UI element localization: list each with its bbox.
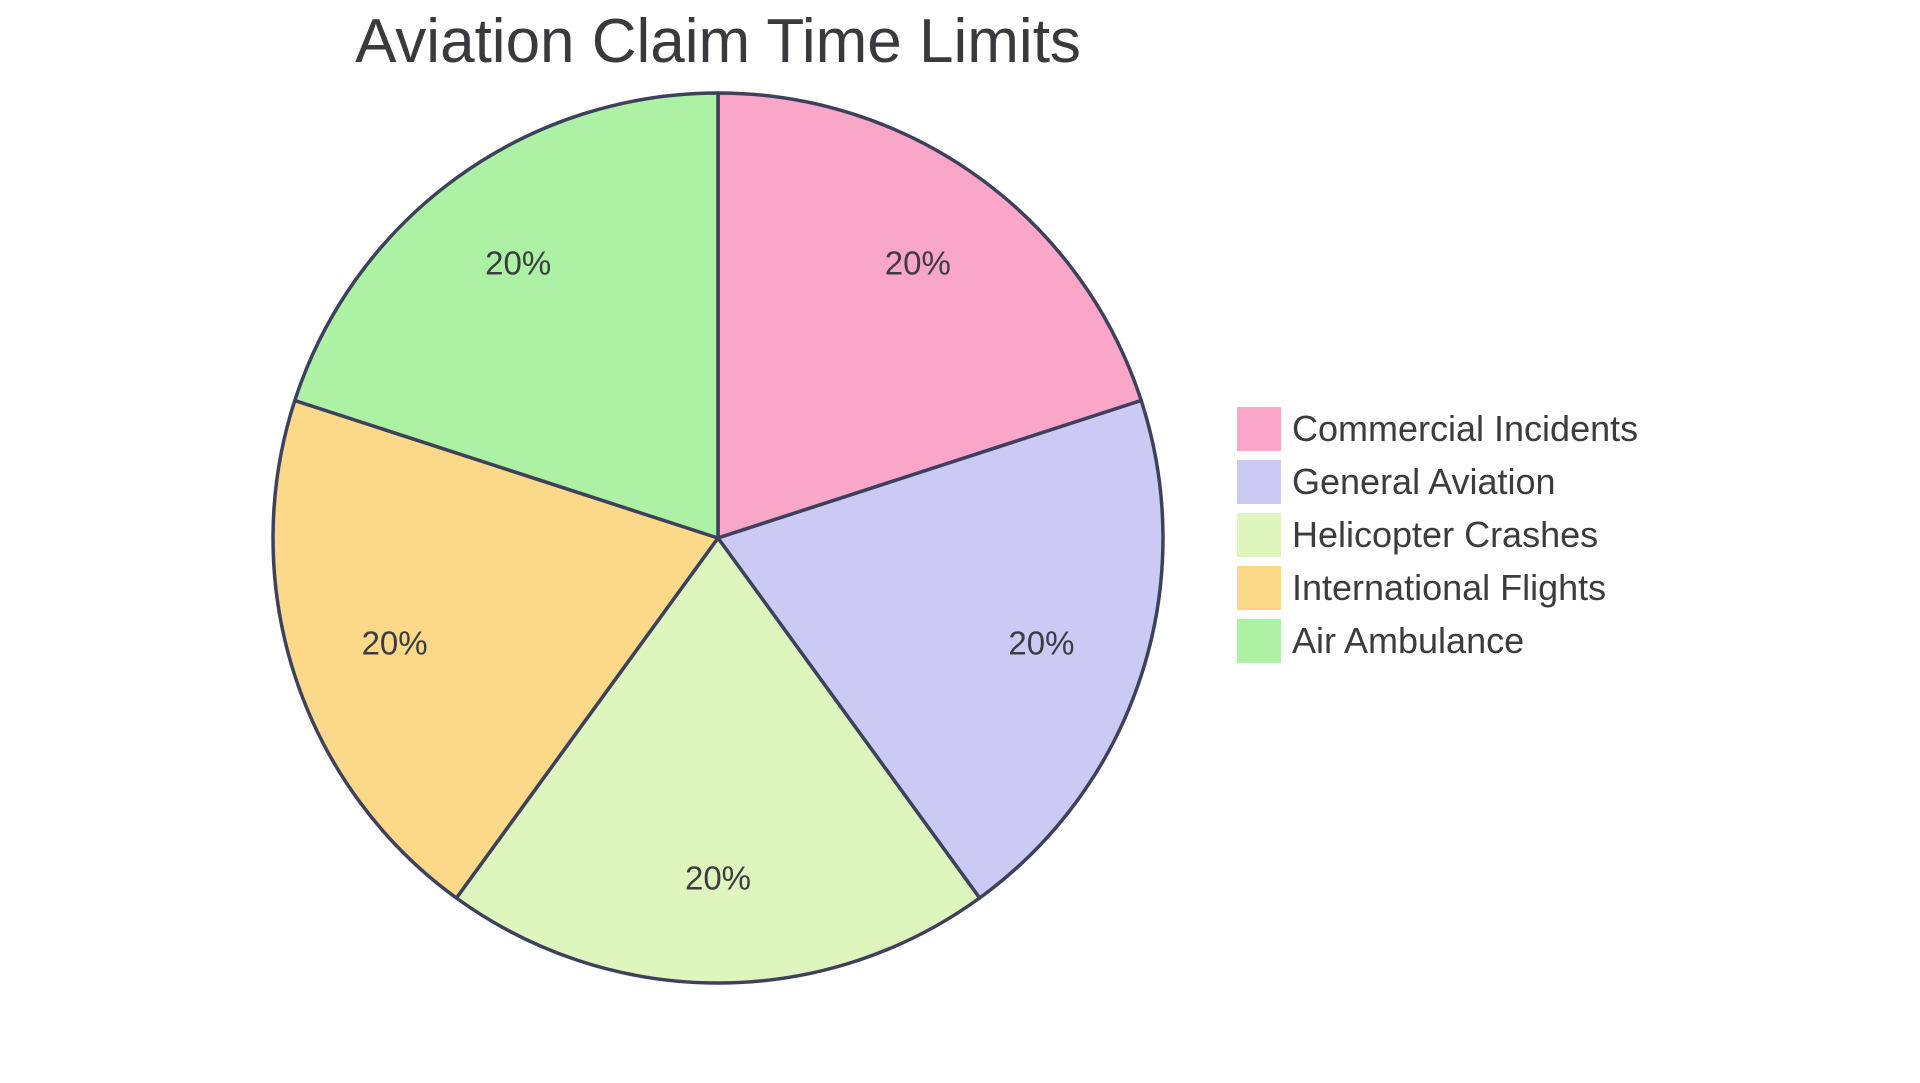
legend-swatch-helicopter-crashes	[1237, 513, 1281, 557]
slice-percent-label-international-flights: 20%	[362, 625, 428, 662]
legend-swatch-international-flights	[1237, 566, 1281, 610]
legend-item-international-flights[interactable]: International Flights	[1237, 566, 1638, 610]
pie-slice-commercial-incidents[interactable]	[716, 91, 1143, 540]
slice-percent-label-helicopter-crashes: 20%	[685, 860, 751, 897]
legend-label: Helicopter Crashes	[1292, 514, 1599, 555]
slice-percent-label-general-aviation: 20%	[1008, 625, 1074, 662]
legend-swatch-air-ambulance	[1237, 619, 1281, 663]
legend-label: Air Ambulance	[1292, 620, 1525, 661]
legend: Commercial Incidents General Aviation Heli…	[1237, 407, 1638, 663]
pie-slice-air-ambulance[interactable]	[293, 91, 720, 540]
slice-percent-label-commercial-incidents: 20%	[885, 244, 951, 281]
legend-item-commercial-incidents[interactable]: Commercial Incidents	[1237, 407, 1638, 451]
pie-slice-international-flights[interactable]	[271, 398, 720, 900]
legend-label: Commercial Incidents	[1292, 408, 1639, 449]
slice-percent-label-air-ambulance: 20%	[485, 244, 551, 281]
legend-label: International Flights	[1292, 567, 1607, 608]
legend-item-general-aviation[interactable]: General Aviation	[1237, 460, 1638, 504]
pie-slice-helicopter-crashes[interactable]	[454, 536, 982, 985]
legend-swatch-commercial-incidents	[1237, 407, 1281, 451]
legend-swatch-general-aviation	[1237, 460, 1281, 504]
pie-slice-general-aviation[interactable]	[716, 398, 1165, 900]
legend-label: General Aviation	[1292, 461, 1556, 502]
legend-item-helicopter-crashes[interactable]: Helicopter Crashes	[1237, 513, 1638, 557]
legend-item-air-ambulance[interactable]: Air Ambulance	[1237, 619, 1638, 663]
chart-title: Aviation Claim Time Limits	[355, 7, 1081, 76]
